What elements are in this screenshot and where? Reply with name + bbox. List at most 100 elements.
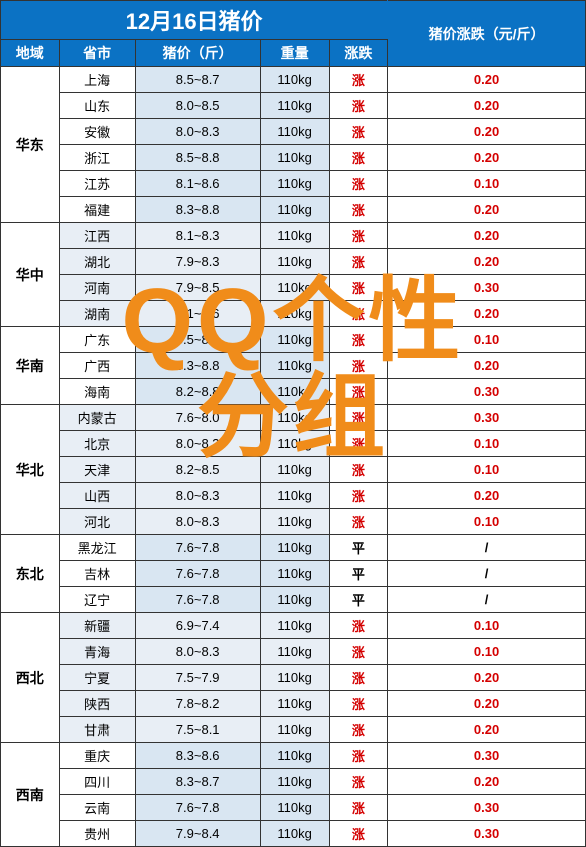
weight-cell: 110kg — [260, 301, 329, 327]
table-row: 贵州7.9~8.4110kg涨0.30 — [1, 821, 586, 847]
delta-cell: 0.30 — [388, 795, 586, 821]
trend-cell: 涨 — [329, 457, 388, 483]
delta-cell: 0.20 — [388, 301, 586, 327]
price-cell: 7.9~8.4 — [135, 821, 260, 847]
delta-cell: 0.10 — [388, 431, 586, 457]
table-row: 青海8.0~8.3110kg涨0.10 — [1, 639, 586, 665]
trend-cell: 平 — [329, 561, 388, 587]
weight-cell: 110kg — [260, 691, 329, 717]
price-cell: 7.6~7.8 — [135, 561, 260, 587]
delta-header: 猪价涨跌（元/斤） — [388, 1, 586, 67]
province-cell: 重庆 — [59, 743, 135, 769]
province-cell: 天津 — [59, 457, 135, 483]
trend-cell: 涨 — [329, 717, 388, 743]
table-row: 江苏8.1~8.6110kg涨0.10 — [1, 171, 586, 197]
province-cell: 贵州 — [59, 821, 135, 847]
delta-cell: 0.30 — [388, 743, 586, 769]
delta-cell: 0.10 — [388, 509, 586, 535]
weight-cell: 110kg — [260, 145, 329, 171]
col-region: 地域 — [1, 40, 60, 67]
price-cell: 8.5~8.8 — [135, 145, 260, 171]
trend-cell: 涨 — [329, 379, 388, 405]
province-cell: 云南 — [59, 795, 135, 821]
trend-cell: 涨 — [329, 665, 388, 691]
delta-cell: / — [388, 561, 586, 587]
province-cell: 吉林 — [59, 561, 135, 587]
price-cell: 8.2~8.8 — [135, 379, 260, 405]
table-row: 安徽8.0~8.3110kg涨0.20 — [1, 119, 586, 145]
province-cell: 河南 — [59, 275, 135, 301]
trend-cell: 涨 — [329, 821, 388, 847]
col-weight: 重量 — [260, 40, 329, 67]
trend-cell: 涨 — [329, 639, 388, 665]
trend-cell: 涨 — [329, 431, 388, 457]
trend-cell: 涨 — [329, 93, 388, 119]
trend-cell: 平 — [329, 587, 388, 613]
table-row: 天津8.2~8.5110kg涨0.10 — [1, 457, 586, 483]
price-cell: 6.9~7.4 — [135, 613, 260, 639]
delta-cell: 0.10 — [388, 613, 586, 639]
weight-cell: 110kg — [260, 743, 329, 769]
province-cell: 江苏 — [59, 171, 135, 197]
weight-cell: 110kg — [260, 561, 329, 587]
region-cell: 华东 — [1, 67, 60, 223]
table-row: 海南8.2~8.8110kg涨0.30 — [1, 379, 586, 405]
delta-cell: 0.20 — [388, 691, 586, 717]
price-cell: 8.2~8.5 — [135, 457, 260, 483]
price-cell: 8.0~8.3 — [135, 483, 260, 509]
price-cell: 8.0~8.3 — [135, 119, 260, 145]
weight-cell: 110kg — [260, 67, 329, 93]
weight-cell: 110kg — [260, 795, 329, 821]
price-cell: 8.3~8.8 — [135, 197, 260, 223]
province-cell: 四川 — [59, 769, 135, 795]
trend-cell: 涨 — [329, 795, 388, 821]
weight-cell: 110kg — [260, 431, 329, 457]
province-cell: 宁夏 — [59, 665, 135, 691]
trend-cell: 涨 — [329, 67, 388, 93]
province-cell: 甘肃 — [59, 717, 135, 743]
price-cell: 7.6~7.8 — [135, 535, 260, 561]
delta-cell: 0.10 — [388, 639, 586, 665]
weight-cell: 110kg — [260, 535, 329, 561]
delta-cell: 0.20 — [388, 717, 586, 743]
weight-cell: 110kg — [260, 223, 329, 249]
trend-cell: 涨 — [329, 327, 388, 353]
weight-cell: 110kg — [260, 821, 329, 847]
table-row: 西北新疆6.9~7.4110kg涨0.10 — [1, 613, 586, 639]
weight-cell: 110kg — [260, 249, 329, 275]
delta-cell: / — [388, 587, 586, 613]
province-cell: 湖南 — [59, 301, 135, 327]
region-cell: 西南 — [1, 743, 60, 847]
price-cell: 8.0~8.3 — [135, 509, 260, 535]
province-cell: 上海 — [59, 67, 135, 93]
table-row: 山东8.0~8.5110kg涨0.20 — [1, 93, 586, 119]
delta-cell: 0.30 — [388, 379, 586, 405]
region-cell: 华北 — [1, 405, 60, 535]
delta-cell: 0.30 — [388, 275, 586, 301]
price-cell: 8.0~8.3 — [135, 639, 260, 665]
delta-cell: 0.20 — [388, 197, 586, 223]
price-cell: 8.5~8.8 — [135, 327, 260, 353]
table-row: 河北8.0~8.3110kg涨0.10 — [1, 509, 586, 535]
table-row: 华东上海8.5~8.7110kg涨0.20 — [1, 67, 586, 93]
price-cell: 8.1~8.3 — [135, 223, 260, 249]
weight-cell: 110kg — [260, 665, 329, 691]
delta-cell: 0.20 — [388, 67, 586, 93]
region-cell: 西北 — [1, 613, 60, 743]
delta-cell: 0.30 — [388, 821, 586, 847]
delta-cell: 0.10 — [388, 457, 586, 483]
province-cell: 北京 — [59, 431, 135, 457]
province-cell: 江西 — [59, 223, 135, 249]
weight-cell: 110kg — [260, 171, 329, 197]
price-cell: 8.0~8.5 — [135, 93, 260, 119]
price-cell: 8.3~8.6 — [135, 743, 260, 769]
weight-cell: 110kg — [260, 457, 329, 483]
table-row: 东北黑龙江7.6~7.8110kg平/ — [1, 535, 586, 561]
trend-cell: 涨 — [329, 171, 388, 197]
delta-cell: 0.30 — [388, 405, 586, 431]
delta-cell: 0.10 — [388, 327, 586, 353]
weight-cell: 110kg — [260, 639, 329, 665]
price-cell: 7.8~8.2 — [135, 691, 260, 717]
table-row: 宁夏7.5~7.9110kg涨0.20 — [1, 665, 586, 691]
table-row: 山西8.0~8.3110kg涨0.20 — [1, 483, 586, 509]
